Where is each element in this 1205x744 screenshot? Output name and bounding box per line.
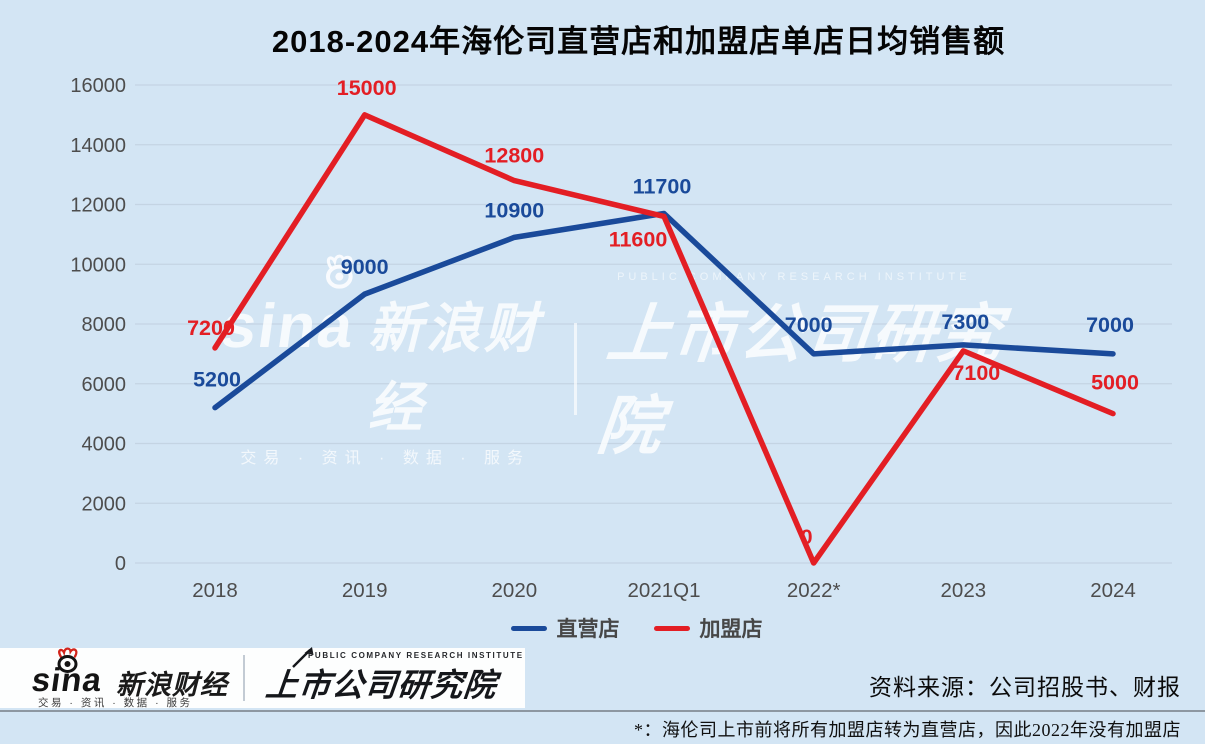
y-tick-label: 16000 [70, 75, 126, 97]
data-label-1: 11600 [609, 227, 668, 251]
y-tick-label: 4000 [82, 434, 127, 456]
chart-title: 2018-2024年海伦司直营店和加盟店单店日均销售额 [271, 24, 1006, 59]
footer-sina-tagline: 交易 · 资讯 · 数据 · 服务 [38, 697, 193, 709]
footer-sina-logo: sina 新浪财经 交易 · 资讯 · 数据 · 服务 [26, 647, 236, 709]
legend-label-franchise: 加盟店 [699, 618, 763, 641]
arrow-icon [292, 647, 314, 668]
data-label-0: 7300 [941, 310, 989, 334]
data-label-1: 15000 [337, 76, 397, 100]
series-line-1 [212, 112, 1116, 566]
data-source-text: 资料来源：公司招股书、财报 [869, 674, 1181, 700]
data-label-1: 5000 [1091, 371, 1139, 395]
x-tick-label: 2024 [1090, 579, 1136, 602]
x-tick-label: 2018 [192, 579, 238, 602]
y-tick-label: 8000 [82, 314, 127, 336]
footer-institute-subtitle: PUBLIC COMPANY RESEARCH INSTITUTE [308, 651, 524, 660]
data-label-0: 11700 [633, 174, 692, 198]
data-label-0: 7000 [785, 313, 833, 337]
legend-item-direct: 直营店 [510, 613, 620, 643]
footer-logo-divider [243, 655, 245, 701]
y-tick-label: 2000 [82, 493, 127, 515]
x-tick-label: 2019 [342, 579, 388, 602]
data-label-1: 0 [801, 525, 813, 549]
footer-sina-word: sina [29, 661, 105, 698]
legend-label-direct: 直营店 [556, 618, 620, 641]
chart-legend: 直营店 加盟店 [510, 613, 763, 643]
data-label-0: 10900 [484, 198, 544, 222]
x-tick-label: 2022* [787, 579, 841, 602]
y-tick-label: 10000 [70, 254, 126, 276]
sina-eye-icon [57, 647, 78, 673]
data-label-1: 7200 [187, 316, 235, 340]
x-tick-label: 2023 [941, 579, 987, 602]
y-tick-label: 0 [115, 553, 126, 575]
x-tick-label: 2020 [492, 579, 538, 602]
data-label-0: 7000 [1086, 313, 1134, 337]
footnote-text: *：海伦司上市前将所有加盟店转为直营店，因此2022年没有加盟店 [634, 720, 1181, 740]
y-tick-label: 12000 [70, 195, 126, 217]
footer-institute-name: 上市公司研究院 [263, 667, 499, 703]
y-tick-label: 6000 [82, 374, 127, 396]
legend-swatch-direct [510, 625, 547, 631]
y-tick-label: 14000 [70, 135, 126, 157]
footer-divider-line [0, 710, 1205, 712]
legend-item-franchise: 加盟店 [653, 613, 763, 643]
footer-logo-band: sina 新浪财经 交易 · 资讯 · 数据 · 服务 PUBLIC COMPA… [0, 647, 525, 709]
series-line-0 [212, 210, 1116, 411]
footer-institute-logo: PUBLIC COMPANY RESEARCH INSTITUTE 上市公司研究… [262, 647, 524, 708]
data-label-1: 7100 [952, 361, 1000, 385]
footer-sina-name: 新浪财经 [116, 670, 228, 700]
data-label-0: 5200 [193, 368, 241, 392]
data-label-1: 12800 [484, 144, 544, 168]
legend-swatch-franchise [653, 625, 690, 631]
data-label-0: 9000 [341, 255, 389, 279]
x-tick-label: 2021Q1 [628, 579, 701, 602]
